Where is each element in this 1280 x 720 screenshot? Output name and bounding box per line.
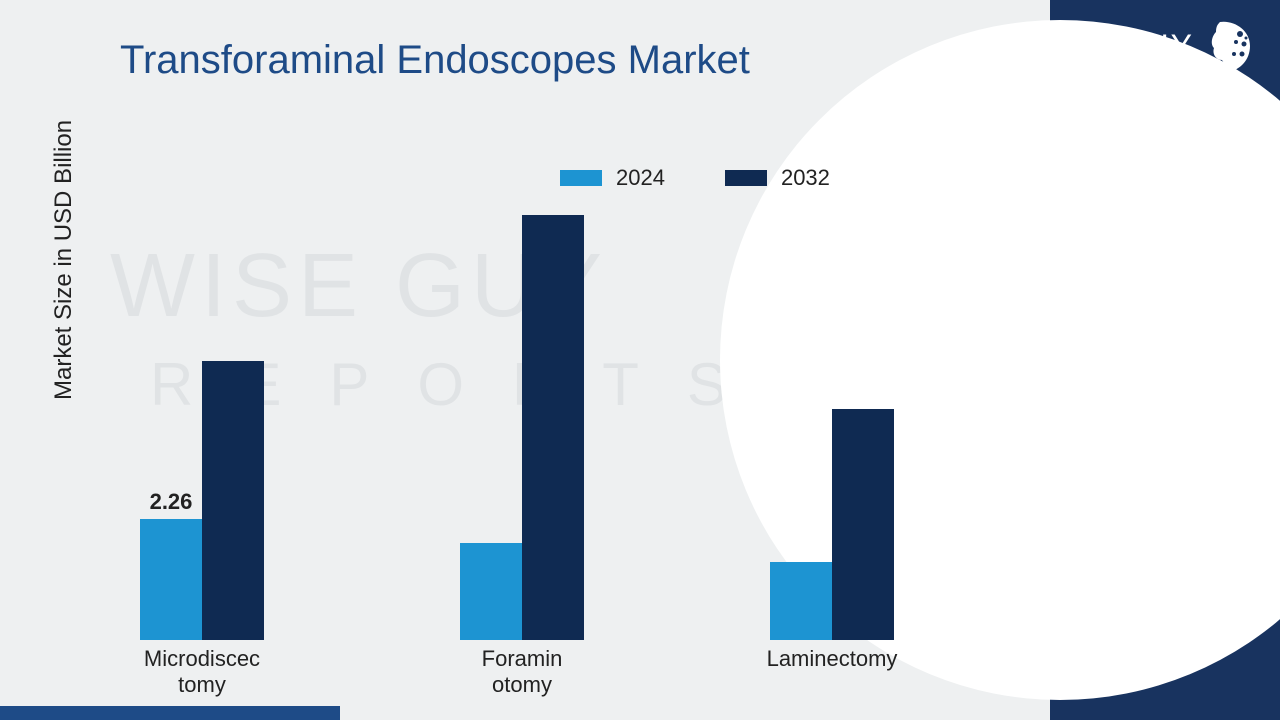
- legend-swatch-2024: [560, 170, 602, 186]
- logo-text-main: WISE GUY: [1018, 28, 1194, 65]
- legend-swatch-2032: [725, 170, 767, 186]
- bar-group: 2.26: [140, 361, 310, 641]
- category-label: Laminectomy: [742, 646, 922, 672]
- y-axis-label: Market Size in USD Billion: [50, 120, 78, 400]
- bar-value-label: 2.26: [150, 489, 193, 515]
- chart-container: Transforaminal Endoscopes Market Market …: [0, 0, 1050, 720]
- bar-2032: [832, 409, 894, 640]
- bar-2024: [770, 562, 832, 640]
- bottom-accent-strip: [0, 706, 340, 720]
- bar-2032: [202, 361, 264, 641]
- legend: 2024 2032: [560, 165, 830, 191]
- bars-region: 2.26: [130, 210, 1000, 640]
- bar-group: [770, 409, 940, 640]
- logo-text-sub: REPORTS: [1018, 72, 1256, 90]
- legend-label-2024: 2024: [616, 165, 665, 191]
- category-label: Foraminotomy: [432, 646, 612, 699]
- legend-label-2032: 2032: [781, 165, 830, 191]
- legend-item-2032: 2032: [725, 165, 830, 191]
- legend-item-2024: 2024: [560, 165, 665, 191]
- bar-2024: [460, 543, 522, 640]
- category-label: Microdiscectomy: [112, 646, 292, 699]
- bar-2024: 2.26: [140, 519, 202, 640]
- brand-logo: WISE GUY REPORTS: [1018, 18, 1256, 90]
- bar-group: [460, 215, 630, 640]
- chart-title: Transforaminal Endoscopes Market: [120, 38, 750, 83]
- logo-head-icon: [1200, 18, 1256, 74]
- bar-2032: [522, 215, 584, 640]
